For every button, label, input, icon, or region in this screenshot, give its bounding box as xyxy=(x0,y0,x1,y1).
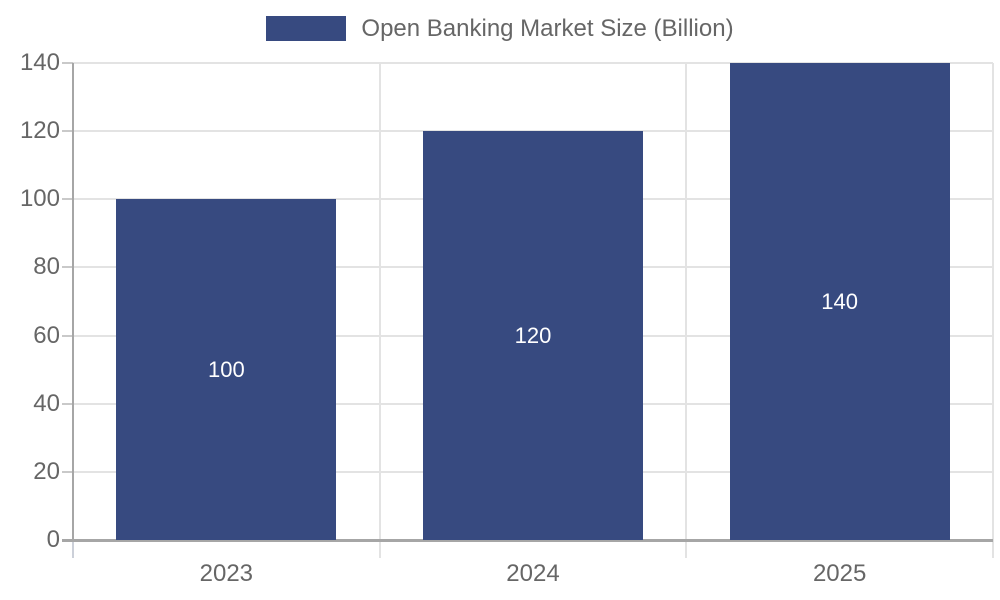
legend-label: Open Banking Market Size (Billion) xyxy=(361,14,734,42)
x-tick-label: 2024 xyxy=(506,560,560,587)
x-tick-label: 2023 xyxy=(199,560,254,587)
y-gridline xyxy=(73,62,993,64)
y-tick-label: 100 xyxy=(19,185,60,213)
x-axis-line xyxy=(62,539,993,542)
y-tick xyxy=(62,130,73,133)
y-tick xyxy=(62,470,73,473)
y-tick xyxy=(62,334,73,337)
x-tick-label: 2025 xyxy=(812,560,867,587)
y-tick-label: 140 xyxy=(19,49,60,76)
y-tick xyxy=(62,402,73,405)
y-tick-label: 0 xyxy=(46,526,60,553)
y-tick-label: 80 xyxy=(33,253,60,281)
legend-swatch xyxy=(266,16,347,41)
y-axis-tick-stub xyxy=(72,540,74,558)
y-tick-label: 40 xyxy=(33,389,60,417)
bar-2025 xyxy=(729,63,950,540)
y-tick-label: 60 xyxy=(33,321,60,349)
x-gridline xyxy=(685,63,688,558)
bar-2024 xyxy=(423,131,643,540)
y-tick xyxy=(62,266,73,269)
y-axis-line xyxy=(72,63,74,540)
x-gridline xyxy=(992,63,994,558)
bar-value-label: 100 xyxy=(207,356,245,382)
y-tick xyxy=(62,62,73,64)
y-tick-label: 120 xyxy=(19,117,60,145)
legend[interactable]: Open Banking Market Size (Billion) xyxy=(0,16,1000,41)
y-tick-label: 20 xyxy=(33,457,60,485)
bar-2023 xyxy=(116,199,337,540)
x-gridline xyxy=(378,63,381,558)
bar-value-label: 120 xyxy=(514,322,552,348)
y-tick xyxy=(62,198,73,201)
bar-value-label: 140 xyxy=(821,288,859,314)
